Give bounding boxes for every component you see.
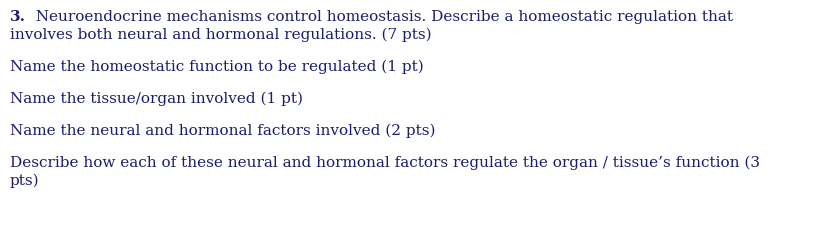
Text: Neuroendocrine mechanisms control homeostasis. Describe a homeostatic regulation: Neuroendocrine mechanisms control homeos… [26, 10, 733, 24]
Text: Name the tissue/organ involved (1 pt): Name the tissue/organ involved (1 pt) [10, 92, 303, 106]
Text: Name the neural and hormonal factors involved (2 pts): Name the neural and hormonal factors inv… [10, 124, 435, 138]
Text: 3.: 3. [10, 10, 26, 24]
Text: involves both neural and hormonal regulations. (7 pts): involves both neural and hormonal regula… [10, 28, 431, 42]
Text: Name the homeostatic function to be regulated (1 pt): Name the homeostatic function to be regu… [10, 60, 424, 74]
Text: Describe how each of these neural and hormonal factors regulate the organ / tiss: Describe how each of these neural and ho… [10, 156, 760, 170]
Text: pts): pts) [10, 174, 40, 188]
